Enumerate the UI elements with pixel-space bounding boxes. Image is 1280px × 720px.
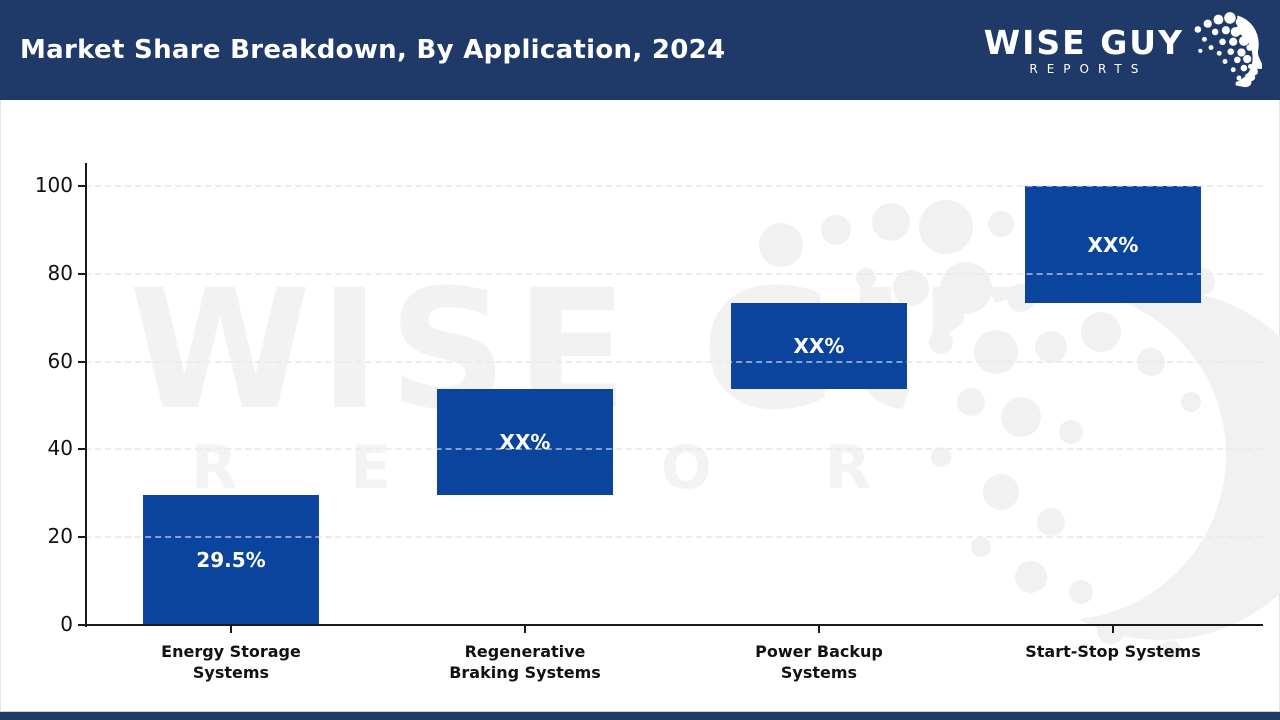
gridline-overlay: [85, 185, 1263, 187]
page-title: Market Share Breakdown, By Application, …: [20, 35, 726, 65]
x-category-label-line: Power Backup: [755, 642, 883, 661]
chart-area: WISE GUY R E P O R T S: [0, 100, 1280, 712]
y-tick-label: 20: [47, 524, 73, 549]
y-tick-label: 100: [34, 173, 73, 197]
y-tick-label: 60: [47, 348, 73, 373]
x-category-label-line: Braking Systems: [449, 663, 601, 682]
gridline-overlay: [85, 360, 1263, 363]
y-tick-mark: [78, 272, 85, 275]
x-tick-mark: [230, 625, 232, 633]
y-tick-mark: [78, 185, 85, 187]
brand-text: WISE GUY REPORTS: [984, 26, 1184, 75]
x-category-label-line: Energy Storage: [161, 642, 301, 661]
x-category-label-line: Systems: [192, 663, 270, 682]
y-tick-label: 80: [47, 260, 73, 285]
bar: XX%: [437, 388, 613, 496]
x-axis-line: [85, 624, 1263, 626]
x-category-label-line: Systems: [780, 663, 858, 682]
footer-bar: [0, 712, 1280, 720]
bar: XX%: [1025, 186, 1201, 304]
brand-name: WISE GUY: [983, 22, 1184, 62]
bar-value-label: XX%: [499, 430, 551, 455]
gridline-overlay: [85, 536, 1263, 539]
y-tick-mark: [78, 624, 85, 626]
brand-logo: WISE GUY REPORTS: [984, 10, 1262, 90]
y-tick-mark: [78, 448, 85, 451]
brand-subtitle: REPORTS: [1029, 61, 1148, 76]
y-tick-mark: [78, 360, 85, 363]
bar: XX%: [731, 303, 907, 389]
bar-value-label: 29.5%: [196, 548, 266, 573]
y-tick-label: 0: [60, 612, 73, 636]
gridline-overlay: [85, 272, 1263, 275]
x-category-label-line: Start-Stop Systems: [1025, 642, 1201, 661]
gridline-overlay: [85, 448, 1263, 451]
plot-area: 29.5% Energy Storage Systems XX% Regenerativ…: [1, 100, 1279, 711]
x-category-label: Power Backup Systems: [659, 641, 979, 683]
bar: 29.5%: [143, 495, 319, 625]
brand-head-icon: [1194, 12, 1262, 88]
x-tick-mark: [524, 625, 526, 633]
y-tick-label: 40: [47, 436, 73, 461]
x-category-label-line: Regenerative: [464, 642, 586, 661]
y-tick-mark: [78, 536, 85, 539]
bar-value-label: XX%: [1087, 232, 1139, 257]
x-category-label: Energy Storage Systems: [71, 641, 391, 683]
x-tick-mark: [818, 625, 820, 633]
x-category-label: Start-Stop Systems: [953, 641, 1273, 662]
x-category-label: Regenerative Braking Systems: [365, 641, 685, 683]
bar-value-label: XX%: [793, 334, 845, 358]
y-axis-line: [85, 163, 87, 627]
x-tick-mark: [1112, 625, 1114, 633]
header: Market Share Breakdown, By Application, …: [0, 0, 1280, 100]
